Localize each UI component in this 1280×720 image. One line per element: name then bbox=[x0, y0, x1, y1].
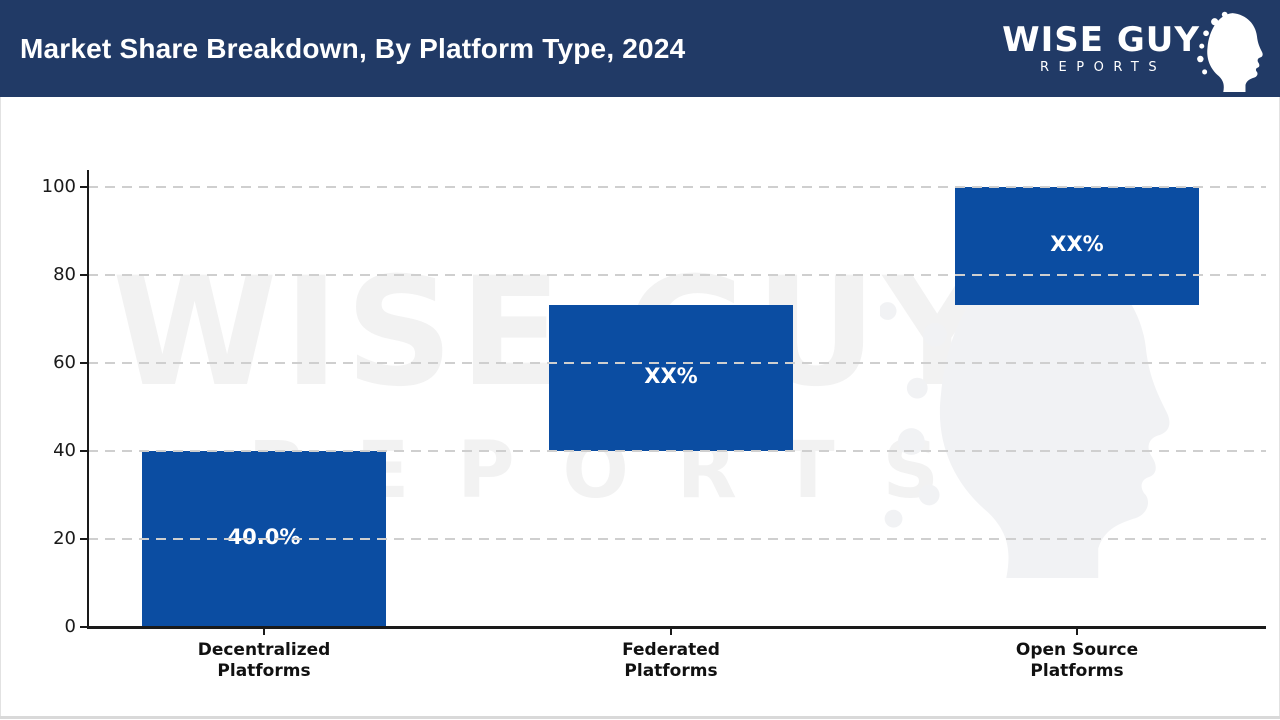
gridline-80 bbox=[88, 274, 1266, 276]
y-tick-label-80: 80 bbox=[53, 264, 76, 285]
x-tick-mark-2 bbox=[1076, 629, 1078, 635]
head-dots-icon bbox=[1197, 11, 1263, 92]
y-tick-label-20: 20 bbox=[53, 528, 76, 549]
y-tick-mark-100 bbox=[80, 186, 88, 188]
x-category-label-open-source: Open Source Platforms bbox=[927, 640, 1227, 682]
y-tick-mark-60 bbox=[80, 362, 88, 364]
page-title: Market Share Breakdown, By Platform Type… bbox=[20, 32, 686, 64]
brand-logo-text: WISE GUY REPORTS bbox=[1002, 20, 1200, 75]
x-category-label-federated: Federated Platforms bbox=[521, 640, 821, 682]
y-axis-line bbox=[87, 170, 89, 628]
x-axis-line bbox=[87, 626, 1266, 629]
brand-subname: REPORTS bbox=[1040, 59, 1167, 75]
brand-logo: WISE GUY REPORTS bbox=[1002, 6, 1272, 92]
category-line1: Decentralized bbox=[197, 640, 331, 660]
y-tick-mark-80 bbox=[80, 274, 88, 276]
category-line2: Platforms bbox=[217, 661, 311, 681]
gridline-20 bbox=[88, 538, 1266, 540]
bar-value-label: 40.0% bbox=[227, 525, 301, 549]
y-tick-label-60: 60 bbox=[53, 352, 76, 373]
bar-value-label: XX% bbox=[644, 363, 698, 388]
gridline-40 bbox=[88, 450, 1266, 452]
category-line1: Federated bbox=[622, 640, 720, 660]
brand-name: WISE GUY bbox=[1002, 20, 1200, 61]
y-tick-mark-40 bbox=[80, 450, 88, 452]
watermark-head-dots-icon bbox=[880, 245, 1170, 578]
category-line2: Platforms bbox=[624, 661, 718, 681]
bar-open-source-platforms: XX% bbox=[955, 187, 1199, 305]
left-border bbox=[0, 97, 1, 718]
x-category-label-decentralized: Decentralized Platforms bbox=[114, 640, 414, 682]
y-tick-mark-0 bbox=[80, 626, 88, 628]
bar-federated-platforms: XX% bbox=[549, 304, 793, 451]
x-tick-mark-1 bbox=[670, 629, 672, 635]
y-tick-label-100: 100 bbox=[41, 176, 76, 197]
bar-value-label: XX% bbox=[1050, 231, 1104, 256]
header-bar: Market Share Breakdown, By Platform Type… bbox=[0, 0, 1280, 97]
category-line2: Platforms bbox=[1030, 661, 1124, 681]
gridline-100 bbox=[88, 186, 1266, 188]
y-tick-label-0: 0 bbox=[64, 616, 76, 637]
bottom-border bbox=[0, 716, 1280, 719]
x-tick-mark-0 bbox=[263, 629, 265, 635]
gridline-60 bbox=[88, 362, 1266, 364]
y-tick-mark-20 bbox=[80, 538, 88, 540]
category-line1: Open Source bbox=[1015, 640, 1139, 660]
y-tick-label-40: 40 bbox=[53, 440, 76, 461]
